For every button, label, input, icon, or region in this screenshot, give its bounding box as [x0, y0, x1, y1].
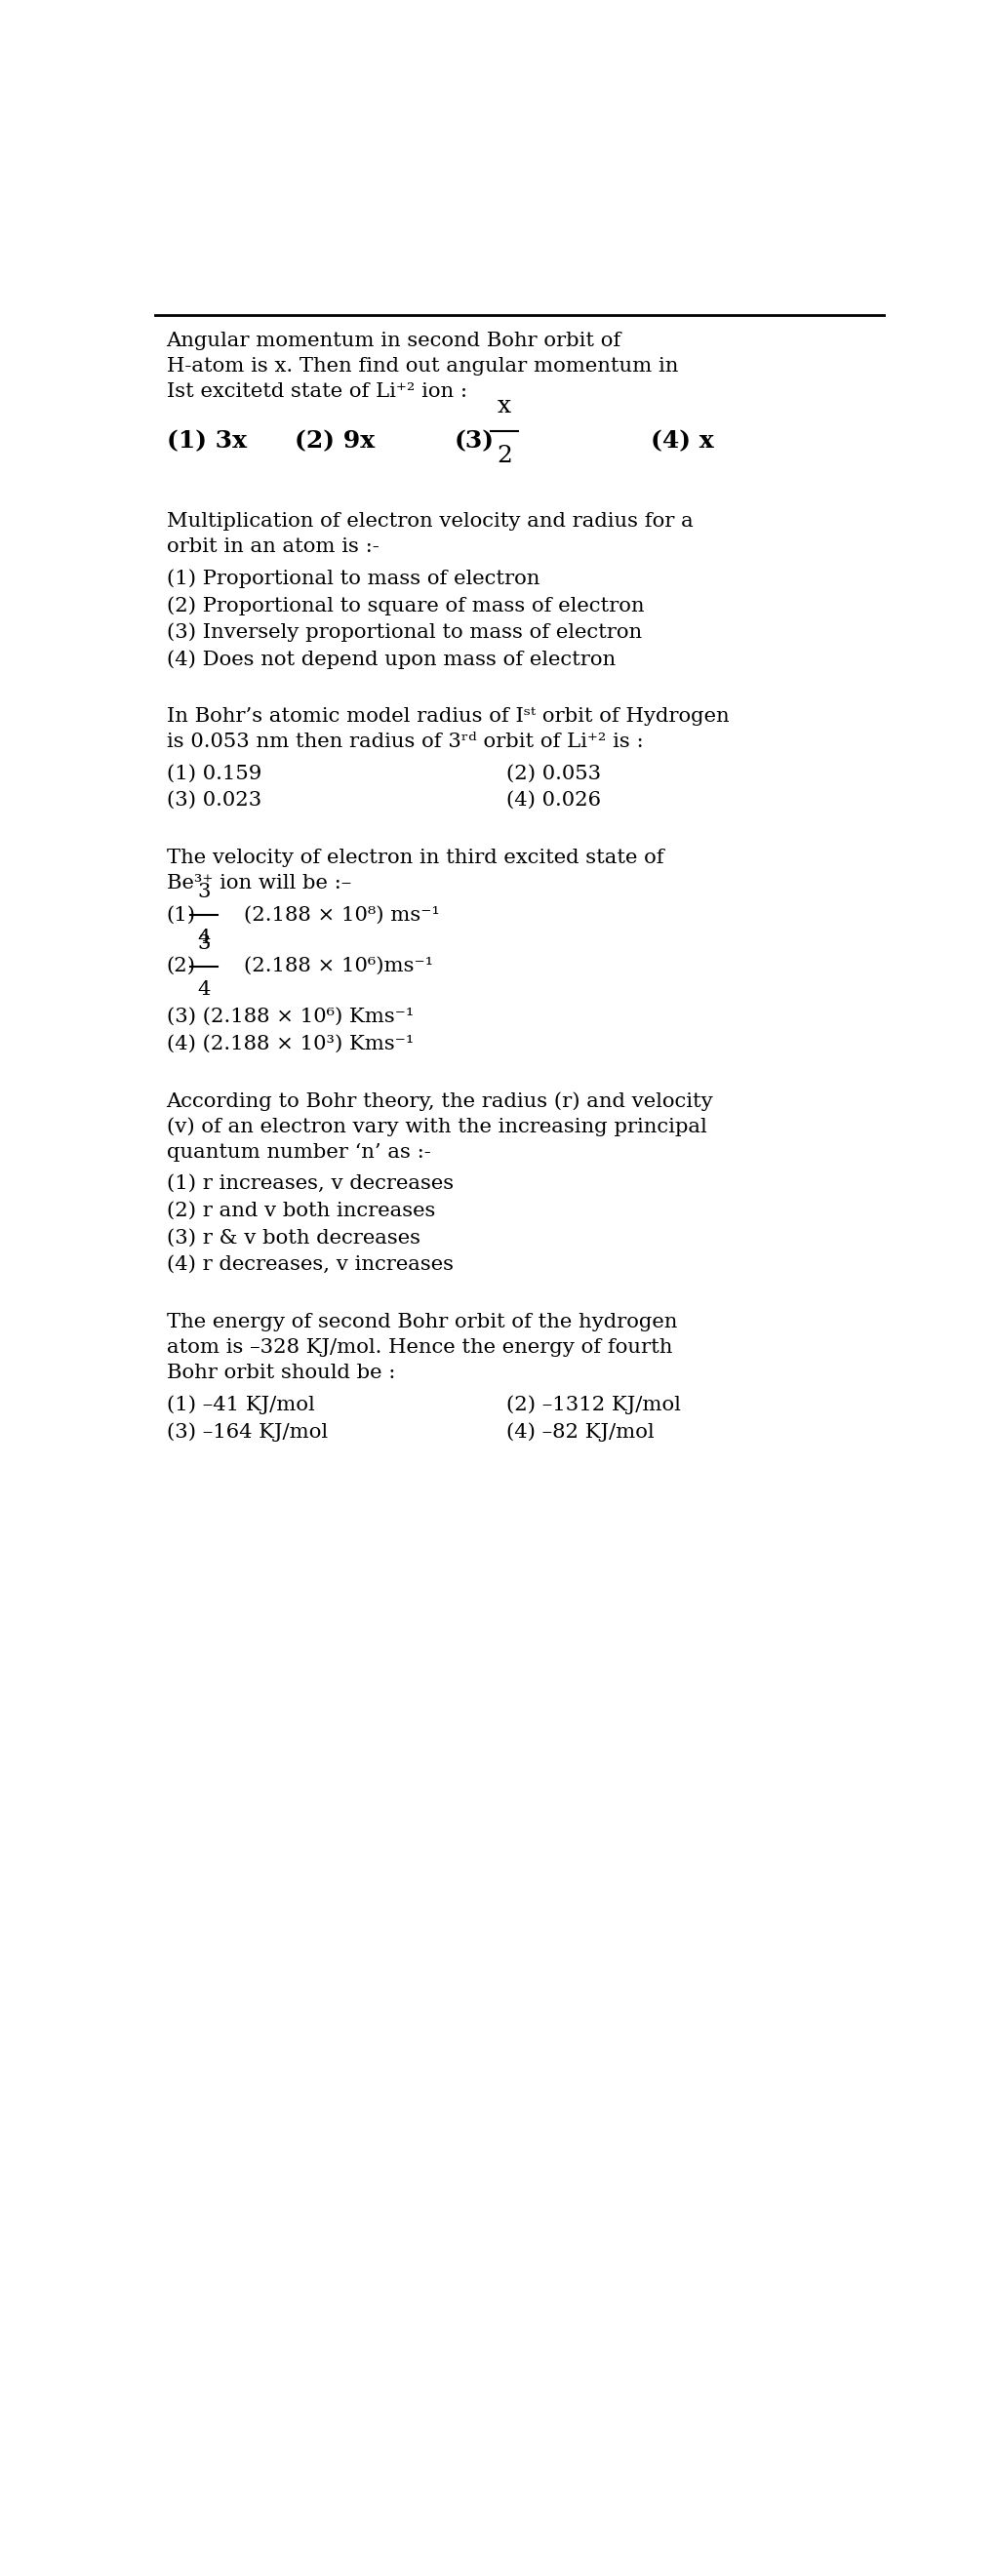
Text: (2): (2) [167, 956, 196, 976]
Text: (2) –1312 KJ/mol: (2) –1312 KJ/mol [506, 1396, 681, 1414]
Text: (3) –164 KJ/mol: (3) –164 KJ/mol [167, 1422, 328, 1443]
Text: (4) 0.026: (4) 0.026 [506, 791, 601, 809]
Text: (1) –41 KJ/mol: (1) –41 KJ/mol [167, 1396, 315, 1414]
Text: (2.188 × 10⁸) ms⁻¹: (2.188 × 10⁸) ms⁻¹ [244, 904, 440, 925]
Text: (2) 0.053: (2) 0.053 [506, 765, 601, 783]
Text: (1): (1) [167, 904, 196, 925]
Text: (2.188 × 10⁶)ms⁻¹: (2.188 × 10⁶)ms⁻¹ [244, 956, 433, 976]
Text: Be³⁺ ion will be :–: Be³⁺ ion will be :– [167, 873, 351, 891]
Text: (4) (2.188 × 10³) Kms⁻¹: (4) (2.188 × 10³) Kms⁻¹ [167, 1036, 414, 1054]
Text: 4: 4 [198, 979, 211, 999]
Text: (3) Inversely proportional to mass of electron: (3) Inversely proportional to mass of el… [167, 623, 641, 641]
Text: (2) 9x: (2) 9x [295, 430, 376, 453]
Text: (2) r and v both increases: (2) r and v both increases [167, 1200, 436, 1221]
Text: (1) r increases, v decreases: (1) r increases, v decreases [167, 1175, 454, 1193]
Text: (2) Proportional to square of mass of electron: (2) Proportional to square of mass of el… [167, 595, 644, 616]
Text: 4: 4 [198, 930, 211, 948]
Text: Multiplication of electron velocity and radius for a: Multiplication of electron velocity and … [167, 513, 693, 531]
Text: (4) r decreases, v increases: (4) r decreases, v increases [167, 1255, 454, 1275]
Text: (3) 0.023: (3) 0.023 [167, 791, 262, 809]
Text: The velocity of electron in third excited state of: The velocity of electron in third excite… [167, 848, 663, 868]
Text: quantum number ‘n’ as :-: quantum number ‘n’ as :- [167, 1144, 431, 1162]
Text: (3) (2.188 × 10⁶) Kms⁻¹: (3) (2.188 × 10⁶) Kms⁻¹ [167, 1007, 414, 1025]
Text: Ist excitetd state of Li⁺² ion :: Ist excitetd state of Li⁺² ion : [167, 384, 467, 402]
Text: (3) r & v both decreases: (3) r & v both decreases [167, 1229, 421, 1247]
Text: According to Bohr theory, the radius (r) and velocity: According to Bohr theory, the radius (r)… [167, 1092, 713, 1110]
Text: (1) 0.159: (1) 0.159 [167, 765, 262, 783]
Text: (4) x: (4) x [650, 430, 713, 453]
Text: (1) Proportional to mass of electron: (1) Proportional to mass of electron [167, 569, 539, 587]
Text: (1) 3x: (1) 3x [167, 430, 247, 453]
Text: 3: 3 [198, 935, 211, 953]
Text: is 0.053 nm then radius of 3ʳᵈ orbit of Li⁺² is :: is 0.053 nm then radius of 3ʳᵈ orbit of … [167, 732, 643, 752]
Text: H-atom is x. Then find out angular momentum in: H-atom is x. Then find out angular momen… [167, 358, 678, 376]
Text: Bohr orbit should be :: Bohr orbit should be : [167, 1363, 396, 1383]
Text: The energy of second Bohr orbit of the hydrogen: The energy of second Bohr orbit of the h… [167, 1314, 677, 1332]
Text: 3: 3 [198, 884, 211, 902]
Text: (3): (3) [454, 430, 494, 453]
Text: x: x [498, 394, 511, 417]
Text: orbit in an atom is :-: orbit in an atom is :- [167, 538, 379, 556]
Text: (4) –82 KJ/mol: (4) –82 KJ/mol [506, 1422, 654, 1443]
Text: (v) of an electron vary with the increasing principal: (v) of an electron vary with the increas… [167, 1118, 706, 1136]
Text: atom is –328 KJ/mol. Hence the energy of fourth: atom is –328 KJ/mol. Hence the energy of… [167, 1337, 672, 1358]
Text: 2: 2 [497, 443, 512, 466]
Text: Angular momentum in second Bohr orbit of: Angular momentum in second Bohr orbit of [167, 332, 621, 350]
Text: (4) Does not depend upon mass of electron: (4) Does not depend upon mass of electro… [167, 649, 615, 670]
Text: In Bohr’s atomic model radius of Iˢᵗ orbit of Hydrogen: In Bohr’s atomic model radius of Iˢᵗ orb… [167, 708, 729, 726]
